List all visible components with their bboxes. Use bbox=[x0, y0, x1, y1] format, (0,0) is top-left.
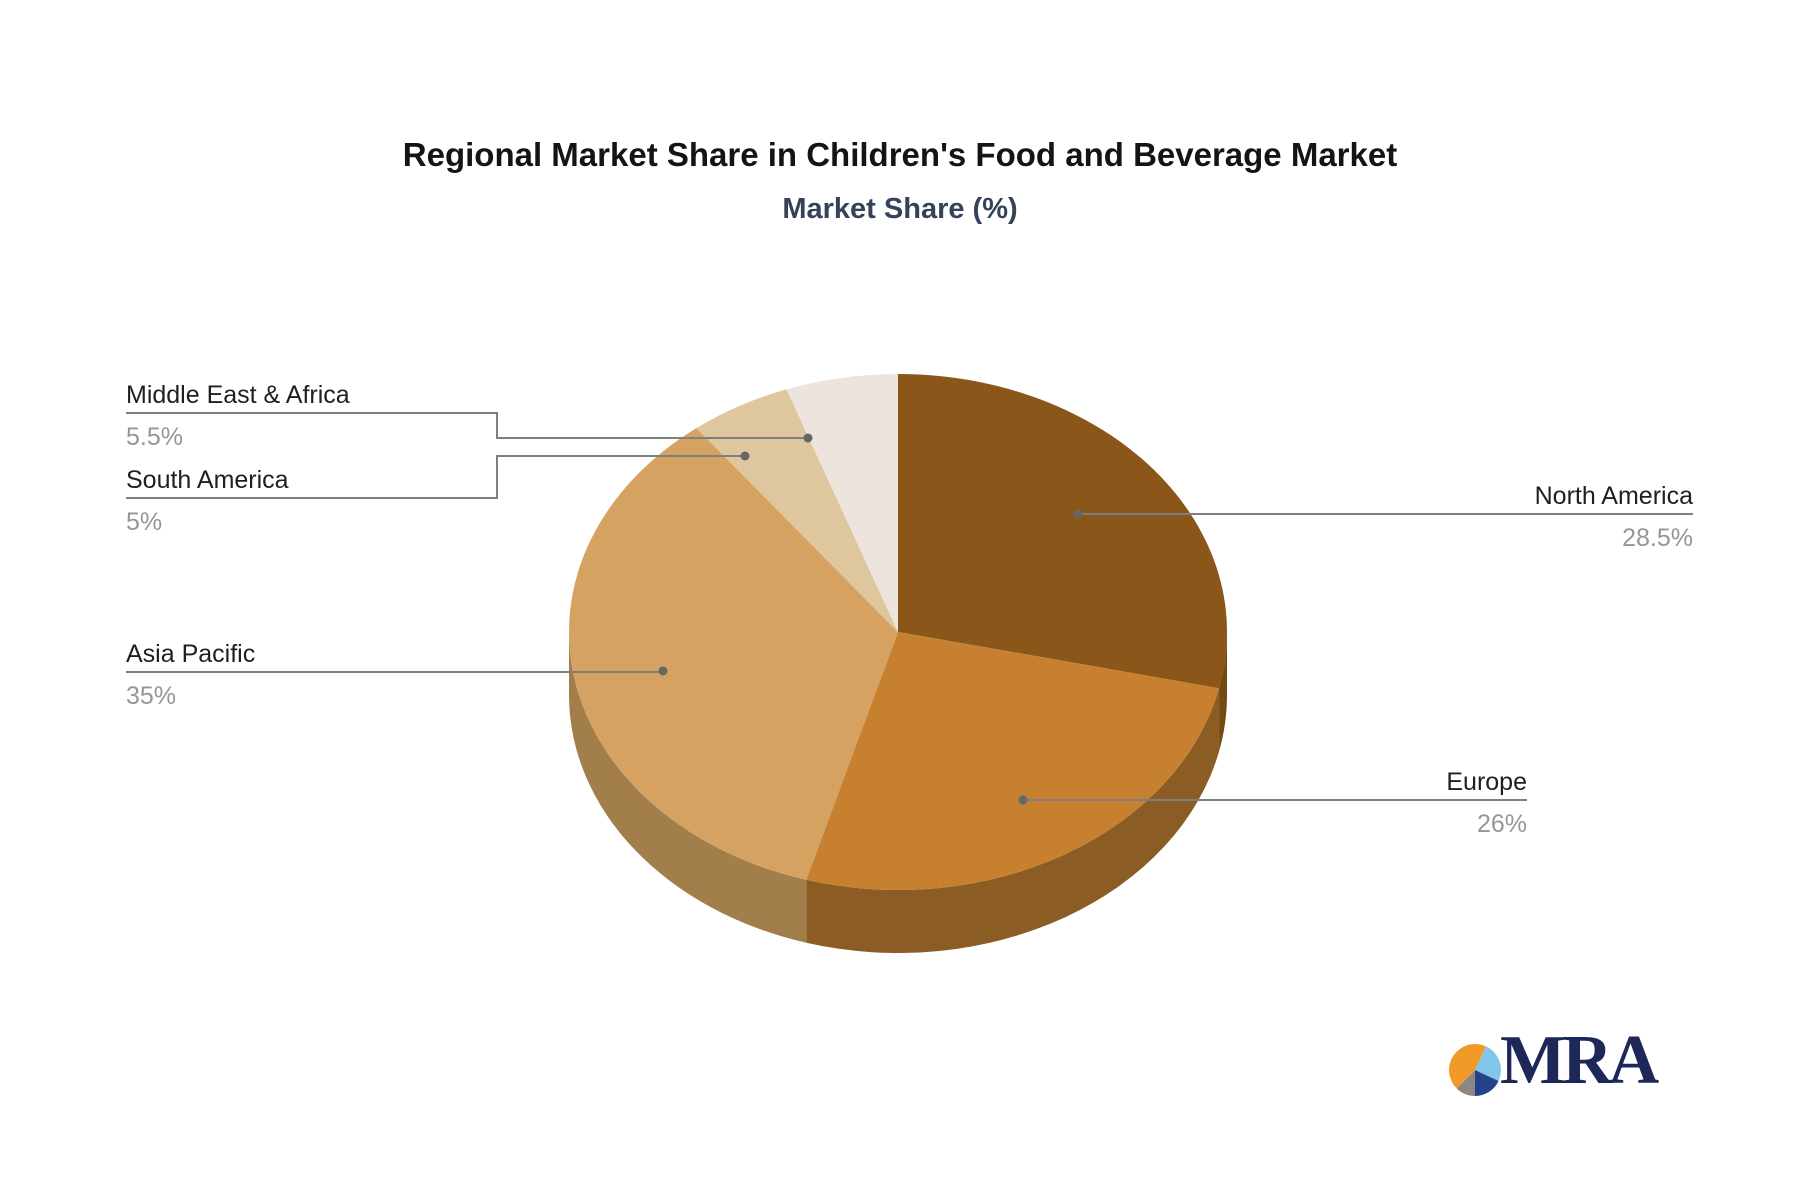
connector-middle-east-africa bbox=[126, 412, 808, 439]
connector-dot-asia-pacific bbox=[658, 666, 668, 676]
connector-dot-north-america bbox=[1073, 509, 1083, 519]
label-middle-east-africa-name: Middle East & Africa bbox=[126, 381, 350, 409]
label-south-america-value: 5% bbox=[126, 508, 163, 536]
chart-subtitle: Market Share (%) bbox=[782, 193, 1018, 225]
logo-wedge-orange bbox=[1449, 1044, 1486, 1089]
logo-wedge-gray bbox=[1456, 1070, 1475, 1096]
pie-slice-south-america[interactable] bbox=[696, 389, 898, 632]
pie-slice-asia-pacific[interactable] bbox=[568, 428, 898, 880]
pie-slice-side-asia-pacific bbox=[569, 632, 807, 943]
pie-slice-europe[interactable] bbox=[806, 632, 1220, 890]
logo-wedge-navy bbox=[1475, 1070, 1499, 1096]
label-europe-name: Europe bbox=[1446, 768, 1527, 796]
connector-dot-europe bbox=[1018, 795, 1028, 805]
connector-dot-south-america bbox=[740, 451, 750, 461]
connector-south-america bbox=[126, 455, 745, 499]
connector-dot-middle-east-africa bbox=[803, 433, 813, 443]
pie-slice-middle-east-africa[interactable] bbox=[786, 374, 898, 632]
mra-logo-pie-icon bbox=[1449, 1044, 1501, 1096]
chart-title: Regional Market Share in Children's Food… bbox=[402, 136, 1398, 173]
label-middle-east-africa-value: 5.5% bbox=[126, 423, 183, 451]
label-north-america-name: North America bbox=[1534, 482, 1693, 510]
mra-logo: MRA bbox=[1448, 1022, 1708, 1108]
label-europe-value: 26% bbox=[1476, 810, 1527, 838]
logo-wedge-light-blue bbox=[1475, 1046, 1501, 1081]
mra-logo-text: MRA bbox=[1500, 1022, 1659, 1099]
pie-slice-side-europe bbox=[806, 688, 1220, 954]
pie-slice-north-america[interactable] bbox=[898, 373, 1227, 689]
label-south-america-name: South America bbox=[126, 466, 289, 494]
label-asia-pacific-value: 35% bbox=[126, 682, 177, 710]
pie-slice-side-north-america bbox=[1219, 632, 1227, 752]
label-north-america-value: 28.5% bbox=[1622, 524, 1693, 552]
label-asia-pacific-name: Asia Pacific bbox=[126, 640, 256, 668]
